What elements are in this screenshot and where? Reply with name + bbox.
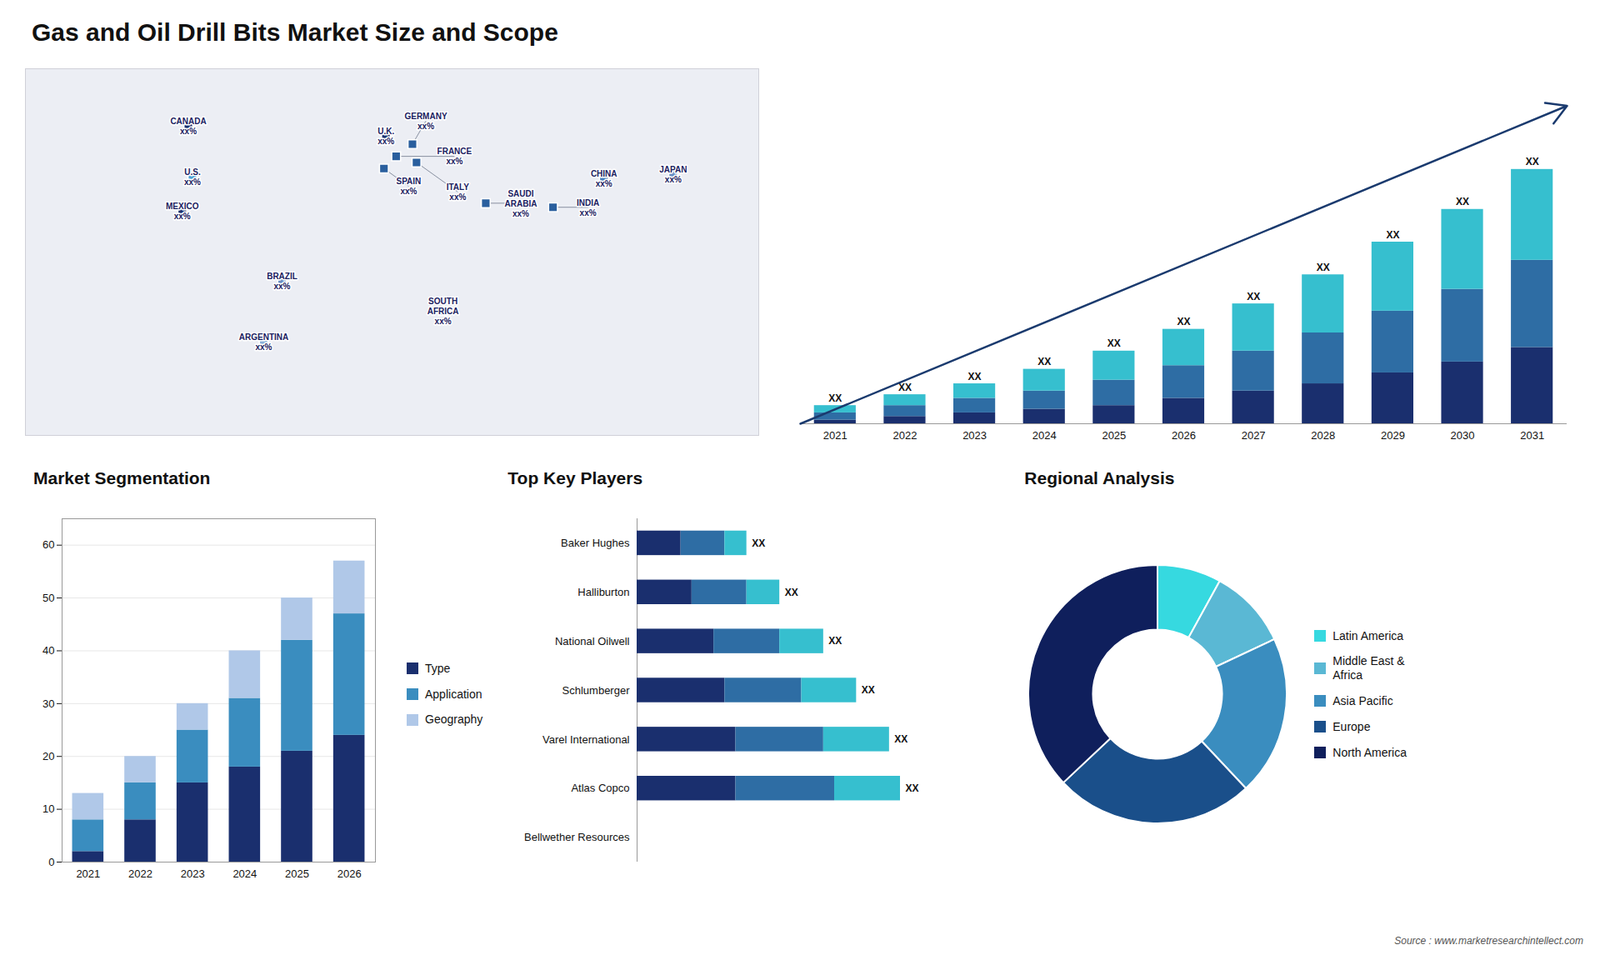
svg-text:ITALYxx%: ITALYxx%: [446, 182, 470, 202]
html-text:Middle East & Africa: Middle East & Africa: [1332, 654, 1405, 682]
svg-text:XX: XX: [1246, 290, 1260, 303]
svg-text:ARGENTINAxx%: ARGENTINAxx%: [239, 332, 289, 352]
svg-text:Atlas Copco: Atlas Copco: [571, 781, 630, 795]
svg-text:2025: 2025: [1101, 429, 1126, 442]
svg-text:XX: XX: [785, 586, 799, 599]
svg-text:XX: XX: [898, 381, 912, 393]
svg-text:Halliburton: Halliburton: [578, 585, 630, 599]
svg-text:XX: XX: [1037, 355, 1051, 368]
html-text:Latin America: Latin America: [1332, 628, 1404, 643]
svg-text:FRANCExx%: FRANCExx%: [437, 146, 473, 166]
svg-text:XX: XX: [1385, 229, 1400, 241]
svg-text:2028: 2028: [1310, 429, 1335, 442]
svg-text:2023: 2023: [180, 867, 205, 880]
svg-text:10: 10: [42, 802, 55, 815]
svg-text:Baker Hughes: Baker Hughes: [560, 536, 630, 550]
svg-text:U.S.xx%: U.S.xx%: [184, 167, 201, 187]
svg-text:INDIAxx%: INDIAxx%: [576, 198, 600, 218]
html-text:Source : www.marketresearchint: Source : www.marketresearchintellect.com: [1394, 935, 1584, 947]
html-text:Type: Type: [425, 661, 451, 675]
svg-text:0: 0: [48, 855, 55, 869]
html-text:Asia Pacific: Asia Pacific: [1332, 694, 1393, 708]
svg-text:Bellwether Resources: Bellwether Resources: [524, 830, 630, 844]
svg-text:XX: XX: [829, 635, 843, 647]
svg-text:50: 50: [42, 591, 55, 605]
svg-text:2024: 2024: [232, 867, 257, 880]
svg-text:2022: 2022: [128, 867, 153, 880]
svg-text:40: 40: [42, 644, 55, 657]
svg-text:National Oilwell: National Oilwell: [555, 635, 630, 648]
svg-text:2021: 2021: [75, 867, 100, 880]
svg-text:U.K.xx%: U.K.xx%: [377, 126, 395, 146]
svg-text:60: 60: [42, 538, 55, 551]
svg-text:XX: XX: [1176, 315, 1190, 328]
svg-text:SPAINxx%: SPAINxx%: [396, 176, 422, 196]
svg-text:2022: 2022: [892, 429, 917, 442]
svg-text:20: 20: [42, 750, 55, 763]
html-text:Gas and Oil Drill Bits Market: Gas and Oil Drill Bits Market Size and S…: [31, 18, 559, 46]
svg-text:XX: XX: [1316, 261, 1330, 274]
svg-text:XX: XX: [968, 370, 982, 383]
svg-text:2021: 2021: [823, 429, 848, 442]
svg-text:GERMANYxx%: GERMANYxx%: [404, 111, 447, 131]
html-text:Application: Application: [425, 687, 483, 701]
html-text:Europe: Europe: [1332, 719, 1371, 734]
svg-text:XX: XX: [1525, 155, 1540, 168]
svg-text:SAUDIARABIAxx%: SAUDIARABIAxx%: [504, 189, 537, 219]
svg-text:MEXICOxx%: MEXICOxx%: [165, 201, 200, 221]
html-text:Regional Analysis: Regional Analysis: [1024, 468, 1175, 488]
svg-text:Schlumberger: Schlumberger: [562, 684, 631, 697]
svg-text:BRAZILxx%: BRAZILxx%: [266, 271, 298, 291]
svg-text:SOUTHAFRICAxx%: SOUTHAFRICAxx%: [427, 296, 460, 326]
svg-text:2030: 2030: [1450, 429, 1475, 442]
html-text:Market Segmentation: Market Segmentation: [33, 468, 211, 488]
svg-text:2023: 2023: [962, 429, 987, 442]
svg-text:XX: XX: [1107, 337, 1121, 350]
html-text:Top Key Players: Top Key Players: [507, 468, 643, 488]
svg-text:JAPANxx%: JAPANxx%: [659, 165, 687, 185]
svg-text:2025: 2025: [285, 867, 310, 880]
svg-text:2026: 2026: [337, 867, 362, 880]
svg-text:2029: 2029: [1380, 429, 1405, 442]
html-text:Geography: Geography: [425, 712, 483, 727]
svg-text:CANADAxx%: CANADAxx%: [170, 116, 206, 136]
svg-text:Varel International: Varel International: [542, 733, 630, 746]
svg-text:2031: 2031: [1520, 429, 1545, 442]
svg-text:XX: XX: [828, 392, 842, 405]
svg-text:XX: XX: [751, 537, 765, 550]
svg-text:30: 30: [42, 697, 55, 710]
svg-text:2026: 2026: [1171, 429, 1196, 442]
svg-text:2024: 2024: [1032, 429, 1057, 442]
svg-text:XX: XX: [895, 733, 909, 745]
svg-text:XX: XX: [861, 684, 875, 696]
svg-text:CHINAxx%: CHINAxx%: [590, 169, 618, 189]
html-text:North America: North America: [1332, 745, 1407, 759]
svg-text:XX: XX: [905, 782, 920, 795]
svg-text:2027: 2027: [1241, 429, 1266, 442]
svg-text:XX: XX: [1455, 195, 1470, 208]
